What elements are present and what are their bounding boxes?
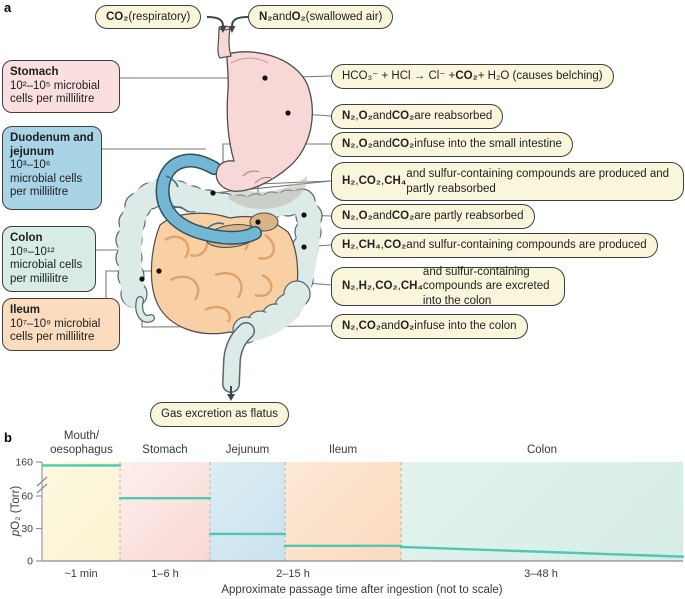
organ-label-stomach-count: 10²–10⁵ microbial cells per millilitre bbox=[10, 79, 100, 106]
region-label-jejunum: Jejunum bbox=[225, 444, 270, 456]
organ-label-ileum-title: Ileum bbox=[10, 304, 41, 316]
organ-label-duodenum-jejunum: Duodenum and jejunum 10³–10⁶ microbial ce… bbox=[2, 126, 102, 210]
organ-label-duodenum-jejunum-count: 10³–10⁶ microbial cells per millilitre bbox=[10, 159, 83, 199]
axis-break-icon bbox=[36, 476, 48, 494]
pill-si-produced-reabsorbed: H₂, CO₂, CH₄ and sulfur-containing compo… bbox=[331, 162, 684, 201]
pill-reabsorbed: N₂, O₂ and CO₂ are reabsorbed bbox=[331, 104, 504, 129]
y-tick-label: 60 bbox=[21, 491, 33, 503]
sigmoid-rectum-illustration bbox=[222, 280, 311, 393]
duodenum-illustration bbox=[155, 153, 262, 245]
pill-excreted-into-colon: N₂, H₂, CO₂, CH₄ and sulfur-containing c… bbox=[331, 266, 565, 307]
band-jejunum bbox=[210, 462, 285, 561]
region-label-ileum: Ileum bbox=[328, 444, 358, 456]
organ-label-colon-count: 10⁹–10¹² microbial cells per millilitre bbox=[10, 245, 83, 285]
anchor-dots bbox=[139, 75, 307, 282]
po2-chart: b pO₂ (Torr) Mouth/oesophagus Stomach Jeju… bbox=[0, 428, 685, 599]
organ-label-duodenum-jejunum-title: Duodenum and jejunum bbox=[10, 132, 94, 158]
band-stomach bbox=[120, 462, 210, 561]
arrowhead-down-icon bbox=[228, 26, 236, 33]
y-tick-label: 160 bbox=[15, 457, 33, 469]
organ-label-colon-title: Colon bbox=[10, 232, 43, 244]
chart-canvas: 0 30 60 160 bbox=[15, 457, 685, 568]
pill-flatus: Gas excretion as flatus bbox=[150, 402, 289, 427]
po2-line-segment bbox=[399, 545, 685, 558]
arrowhead-down-icon bbox=[227, 394, 235, 401]
gi-tract-illustration bbox=[96, 16, 332, 401]
swallowed-air-pill: N₂ and O₂ (swallowed air) bbox=[248, 5, 394, 29]
panel-b-label: b bbox=[4, 430, 12, 445]
oesophagus-illustration bbox=[217, 25, 232, 59]
stomach-shadow bbox=[228, 176, 308, 209]
pill-belching: HCO₃⁻ + HCl → Cl⁻ + CO₂ + H₂O (causes be… bbox=[331, 64, 614, 89]
band-ileum bbox=[285, 462, 401, 561]
band-colon bbox=[401, 462, 683, 561]
organ-label-ileum: Ileum 10⁷–10⁹ microbial cells per millili… bbox=[2, 298, 120, 351]
pill-infuse-small-intestine: N₂, O₂ and CO₂ infuse into the small int… bbox=[331, 132, 573, 157]
co2-respiratory-pill: CO₂ (respiratory) bbox=[95, 5, 202, 29]
region-label-stomach: Stomach bbox=[142, 444, 188, 456]
x-axis-label: Approximate passage time after ingestion… bbox=[221, 584, 503, 596]
region-label-mouth-oesophagus: Mouth/oesophagus bbox=[50, 430, 113, 456]
time-label: 3–48 h bbox=[524, 568, 558, 580]
pill-partly-reabsorbed: N₂, O₂ and CO₂ are partly reabsorbed bbox=[331, 204, 535, 229]
flatus-arrow bbox=[227, 386, 235, 401]
band-mouth-oesophagus bbox=[43, 462, 120, 561]
time-label: 2–15 h bbox=[276, 568, 310, 580]
y-tick-label: 0 bbox=[27, 556, 33, 568]
panel-a-label: a bbox=[4, 0, 12, 15]
organ-label-stomach-title: Stomach bbox=[10, 66, 59, 78]
arrowhead-down-icon bbox=[219, 26, 227, 33]
pill-infuse-into-colon: N₂, CO₂ and O₂ infuse into the colon bbox=[331, 314, 528, 339]
time-label: ~1 min bbox=[64, 568, 98, 580]
y-tick-label: 30 bbox=[21, 523, 33, 535]
organ-label-colon: Colon 10⁹–10¹² microbial cells per millil… bbox=[2, 226, 96, 292]
stomach-illustration bbox=[215, 51, 313, 192]
ingestion-arrows bbox=[206, 16, 249, 27]
pill-colon-produced: H₂, CH₄, CO₂ and sulfur-containing compo… bbox=[331, 233, 658, 258]
region-label-colon: Colon bbox=[526, 444, 558, 456]
organ-label-stomach: Stomach 10²–10⁵ microbial cells per milli… bbox=[2, 60, 120, 113]
organ-label-ileum-count: 10⁷–10⁹ microbial cells per millilitre bbox=[10, 317, 101, 344]
time-label: 1–6 h bbox=[151, 568, 179, 580]
